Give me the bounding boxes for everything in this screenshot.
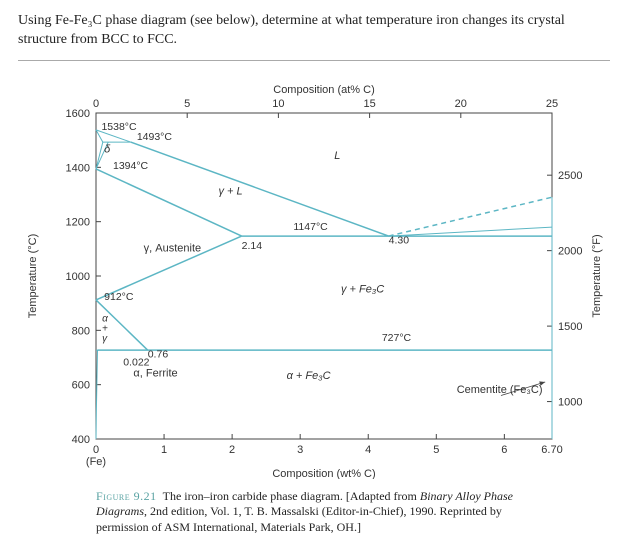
svg-text:15: 15 (363, 98, 375, 110)
svg-text:L: L (334, 150, 340, 162)
svg-text:800: 800 (72, 325, 90, 337)
svg-text:1394°C: 1394°C (113, 160, 149, 172)
svg-text:α, Ferrite: α, Ferrite (133, 367, 177, 379)
caption-part2: , 2nd edition, Vol. 1, T. B. Massalski (… (96, 504, 502, 534)
svg-text:1493°C: 1493°C (137, 131, 173, 143)
svg-text:1147°C: 1147°C (293, 221, 328, 233)
svg-text:1538°C: 1538°C (101, 121, 137, 133)
svg-text:20: 20 (455, 98, 467, 110)
svg-text:Composition (wt% C): Composition (wt% C) (272, 468, 375, 479)
svg-text:α + Fe₃C: α + Fe₃C (287, 370, 331, 382)
svg-text:1400: 1400 (66, 162, 90, 174)
svg-text:Temperature (°F): Temperature (°F) (591, 234, 603, 317)
svg-text:400: 400 (72, 434, 90, 446)
question-text: Using Fe-Fe₃C phase diagram (see below),… (18, 12, 610, 50)
svg-text:0.76: 0.76 (148, 348, 169, 360)
svg-text:(Fe): (Fe) (86, 456, 106, 468)
svg-text:2000: 2000 (558, 245, 582, 257)
phase-diagram-figure: 4006008001000120014001600100015002000250… (18, 79, 610, 536)
phase-diagram-svg: 4006008001000120014001600100015002000250… (18, 79, 610, 479)
figure-caption: Figure 9.21 The iron–iron carbide phase … (96, 489, 556, 536)
svg-text:2.14: 2.14 (242, 240, 263, 252)
svg-text:0: 0 (93, 98, 99, 110)
svg-text:5: 5 (433, 444, 439, 456)
svg-text:25: 25 (546, 98, 558, 110)
figure-number: Figure 9.21 (96, 489, 157, 503)
svg-text:1600: 1600 (66, 108, 90, 120)
svg-text:2: 2 (229, 444, 235, 456)
svg-text:727°C: 727°C (382, 332, 412, 344)
svg-text:10: 10 (272, 98, 284, 110)
svg-text:γ, Austenite: γ, Austenite (144, 242, 201, 254)
svg-text:1: 1 (161, 444, 167, 456)
svg-text:γ + L: γ + L (219, 185, 243, 197)
svg-text:3: 3 (297, 444, 303, 456)
svg-text:0: 0 (93, 444, 99, 456)
svg-text:1000: 1000 (558, 396, 582, 408)
svg-text:2500: 2500 (558, 170, 582, 182)
svg-text:5: 5 (184, 98, 190, 110)
svg-text:912°C: 912°C (104, 291, 134, 303)
svg-text:Composition (at% C): Composition (at% C) (273, 84, 374, 96)
separator (18, 60, 610, 61)
svg-text:1000: 1000 (66, 271, 90, 283)
caption-part1: The iron–iron carbide phase diagram. [Ad… (163, 489, 420, 503)
svg-text:6: 6 (501, 444, 507, 456)
svg-text:4.30: 4.30 (389, 234, 410, 246)
svg-text:Cementite (Fe₃C): Cementite (Fe₃C) (457, 384, 543, 396)
svg-text:δ: δ (104, 143, 111, 155)
svg-text:γ + Fe₃C: γ + Fe₃C (341, 283, 384, 295)
svg-text:600: 600 (72, 379, 90, 391)
svg-text:1200: 1200 (66, 216, 90, 228)
svg-text:1500: 1500 (558, 321, 582, 333)
svg-text:Temperature (°C): Temperature (°C) (27, 234, 39, 318)
svg-text:4: 4 (365, 444, 371, 456)
svg-text:6.70: 6.70 (541, 444, 562, 456)
